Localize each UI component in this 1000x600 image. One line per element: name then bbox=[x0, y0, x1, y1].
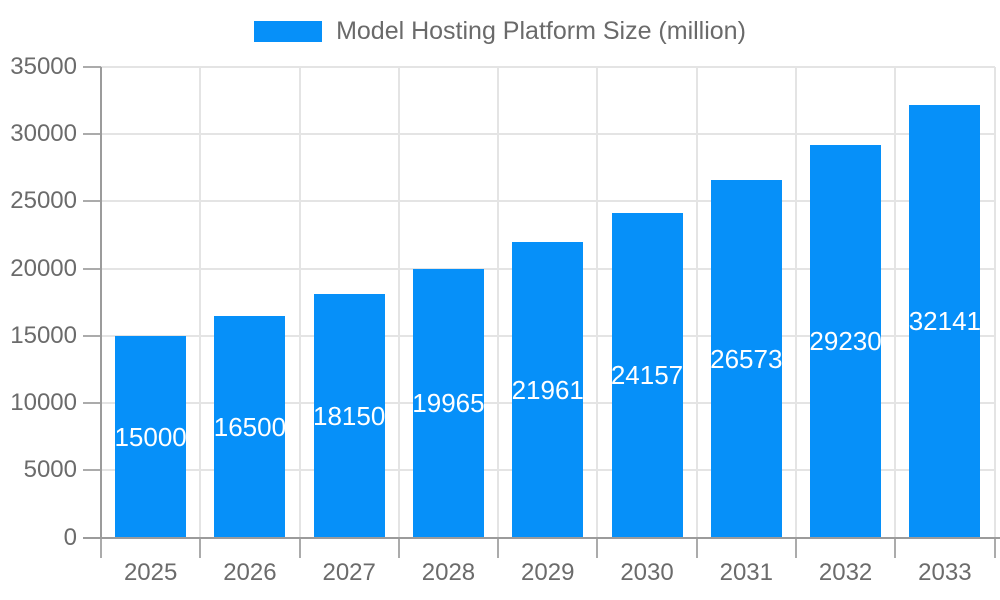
y-tick-label: 5000 bbox=[23, 456, 77, 484]
y-axis-tick bbox=[83, 334, 101, 337]
x-tick-label: 2031 bbox=[719, 559, 773, 586]
legend[interactable]: Model Hosting Platform Size (million) bbox=[0, 14, 1000, 48]
x-tick-label: 2033 bbox=[918, 559, 972, 586]
x-axis-tick bbox=[794, 537, 797, 558]
x-gridline bbox=[695, 67, 698, 538]
x-gridline bbox=[397, 67, 400, 538]
x-tick-label: 2027 bbox=[322, 559, 376, 586]
y-axis-tick bbox=[83, 200, 101, 203]
y-axis-tick bbox=[83, 66, 101, 68]
x-axis-tick bbox=[596, 537, 599, 558]
y-axis-tick bbox=[83, 267, 101, 270]
y-tick-label: 0 bbox=[63, 523, 77, 551]
legend-label: Model Hosting Platform Size (million) bbox=[336, 16, 746, 45]
bar[interactable] bbox=[412, 269, 484, 538]
x-gridline bbox=[596, 67, 599, 538]
x-tick-label: 2026 bbox=[223, 559, 277, 586]
y-gridline bbox=[101, 133, 995, 136]
bar-value-label: 19965 bbox=[412, 388, 485, 419]
y-tick-label: 35000 bbox=[10, 53, 77, 80]
bar-value-label: 18150 bbox=[313, 400, 386, 431]
x-axis-tick bbox=[894, 537, 897, 558]
x-gridline bbox=[497, 67, 500, 538]
x-axis-line bbox=[83, 536, 1000, 539]
bar[interactable] bbox=[115, 335, 187, 538]
x-axis-tick bbox=[100, 537, 102, 558]
x-axis-tick bbox=[199, 537, 202, 558]
bar-value-label: 16500 bbox=[213, 411, 287, 442]
bar[interactable] bbox=[810, 144, 882, 538]
y-axis-tick bbox=[83, 469, 101, 472]
bar[interactable] bbox=[710, 180, 782, 538]
y-tick-label: 25000 bbox=[10, 187, 77, 215]
y-tick-label: 30000 bbox=[10, 120, 77, 148]
bar[interactable] bbox=[909, 105, 981, 538]
bar[interactable] bbox=[611, 212, 683, 538]
y-gridline bbox=[101, 66, 995, 68]
x-tick-label: 2032 bbox=[818, 559, 873, 586]
bar-value-label: 21961 bbox=[511, 374, 584, 405]
x-axis-tick bbox=[397, 537, 400, 558]
bar-value-label: 15000 bbox=[114, 421, 187, 452]
y-tick-label: 10000 bbox=[10, 389, 77, 417]
x-gridline bbox=[794, 67, 797, 538]
bar-value-label: 24157 bbox=[610, 360, 684, 391]
y-axis-tick bbox=[83, 133, 101, 136]
bar-value-label: 29230 bbox=[809, 326, 882, 357]
y-axis-tick bbox=[83, 402, 101, 405]
x-gridline bbox=[993, 67, 996, 538]
x-axis-tick bbox=[993, 537, 996, 558]
x-gridline bbox=[894, 67, 897, 538]
x-tick-label: 2030 bbox=[620, 559, 674, 586]
x-axis-tick bbox=[695, 537, 698, 558]
bar[interactable] bbox=[313, 293, 385, 538]
x-axis-tick bbox=[497, 537, 500, 558]
legend-marker-swatch bbox=[254, 20, 323, 42]
y-tick-label: 20000 bbox=[10, 254, 77, 282]
x-gridline bbox=[298, 67, 301, 538]
x-tick-label: 2028 bbox=[421, 559, 476, 586]
bar[interactable] bbox=[214, 315, 286, 538]
x-tick-label: 2025 bbox=[123, 559, 178, 586]
y-tick-label: 15000 bbox=[10, 321, 77, 349]
bar[interactable] bbox=[512, 242, 584, 538]
x-axis-tick bbox=[298, 537, 301, 558]
x-gridline bbox=[199, 67, 202, 538]
y-gridline bbox=[101, 200, 995, 203]
bar-value-label: 26573 bbox=[710, 343, 783, 374]
x-tick-label: 2029 bbox=[521, 559, 575, 586]
bar-value-label: 32141 bbox=[908, 306, 981, 337]
y-axis-line bbox=[100, 67, 102, 538]
